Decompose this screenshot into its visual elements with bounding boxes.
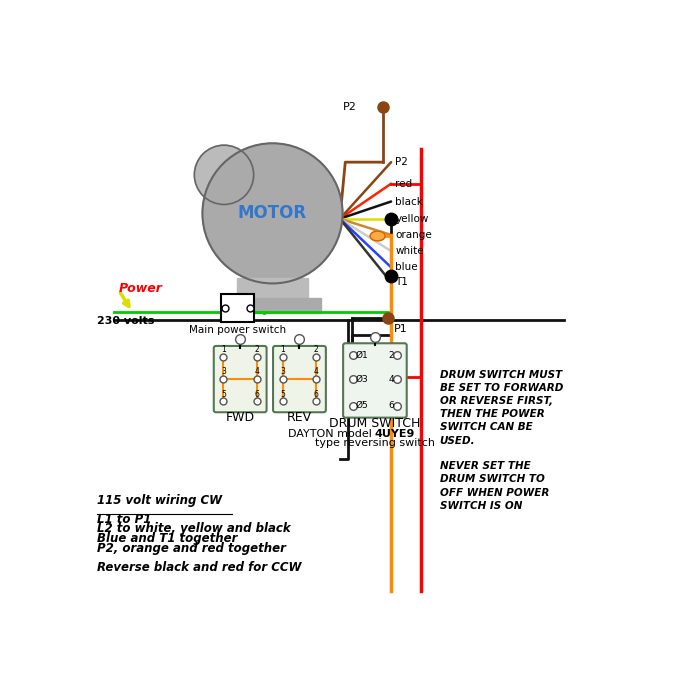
Text: REV: REV xyxy=(287,411,312,424)
Circle shape xyxy=(195,145,253,204)
Text: orange: orange xyxy=(395,230,432,240)
Text: 3: 3 xyxy=(280,368,285,377)
Text: yellow: yellow xyxy=(395,214,429,224)
Text: white: white xyxy=(395,246,424,256)
Text: DRUM SWITCH MUST
BE SET TO FORWARD
OR REVERSE FIRST,
THEN THE POWER
SWITCH CAN B: DRUM SWITCH MUST BE SET TO FORWARD OR RE… xyxy=(440,370,563,446)
Text: Reverse black and red for CCW: Reverse black and red for CCW xyxy=(97,561,302,574)
Text: 6: 6 xyxy=(254,390,259,398)
Text: 3: 3 xyxy=(221,368,226,377)
Text: 6: 6 xyxy=(389,401,394,410)
Text: 230 volts: 230 volts xyxy=(97,316,155,326)
FancyBboxPatch shape xyxy=(273,346,326,412)
Text: P2: P2 xyxy=(343,102,356,111)
Text: Power: Power xyxy=(119,281,163,295)
Circle shape xyxy=(202,144,342,284)
Text: 4: 4 xyxy=(254,368,259,377)
Text: P2, orange and red together: P2, orange and red together xyxy=(97,542,286,555)
FancyBboxPatch shape xyxy=(214,346,267,412)
Text: 5: 5 xyxy=(280,390,285,398)
Text: MOTOR: MOTOR xyxy=(238,204,307,223)
Text: P2: P2 xyxy=(395,158,408,167)
Text: 115 volt wiring CW: 115 volt wiring CW xyxy=(97,494,223,508)
Text: T1: T1 xyxy=(395,277,408,288)
Text: blue: blue xyxy=(395,262,418,272)
Text: 2: 2 xyxy=(255,345,259,354)
Text: NEVER SET THE
DRUM SWITCH TO
OFF WHEN POWER
SWITCH IS ON: NEVER SET THE DRUM SWITCH TO OFF WHEN PO… xyxy=(440,461,549,511)
Bar xyxy=(237,278,307,300)
Text: 2: 2 xyxy=(314,345,318,354)
Bar xyxy=(221,294,253,322)
Text: 2: 2 xyxy=(389,351,394,360)
Text: red: red xyxy=(395,178,412,189)
Text: L1 to P1: L1 to P1 xyxy=(97,512,152,526)
Text: black: black xyxy=(395,197,423,206)
Text: Main power switch: Main power switch xyxy=(189,325,286,335)
FancyBboxPatch shape xyxy=(343,343,407,418)
Text: Ø1: Ø1 xyxy=(356,351,368,360)
Text: DRUM SWITCH: DRUM SWITCH xyxy=(329,417,421,430)
Text: 4UYE9: 4UYE9 xyxy=(375,429,415,439)
Text: P1: P1 xyxy=(394,324,407,334)
Text: Ø3: Ø3 xyxy=(356,374,368,384)
Text: FWD: FWD xyxy=(225,411,255,424)
Text: 4: 4 xyxy=(389,374,394,384)
Text: DAYTON model: DAYTON model xyxy=(288,429,375,439)
Text: L2 to white, yellow and black: L2 to white, yellow and black xyxy=(97,522,291,536)
Text: Ø5: Ø5 xyxy=(356,401,368,410)
Text: 1: 1 xyxy=(281,345,285,354)
Text: type reversing switch: type reversing switch xyxy=(315,438,435,448)
Text: 5: 5 xyxy=(221,390,226,398)
Ellipse shape xyxy=(370,231,385,241)
Text: 6: 6 xyxy=(314,390,318,398)
Bar xyxy=(224,298,321,313)
Text: Blue and T1 together: Blue and T1 together xyxy=(97,532,238,545)
Text: 1: 1 xyxy=(221,345,226,354)
Text: 4: 4 xyxy=(314,368,318,377)
